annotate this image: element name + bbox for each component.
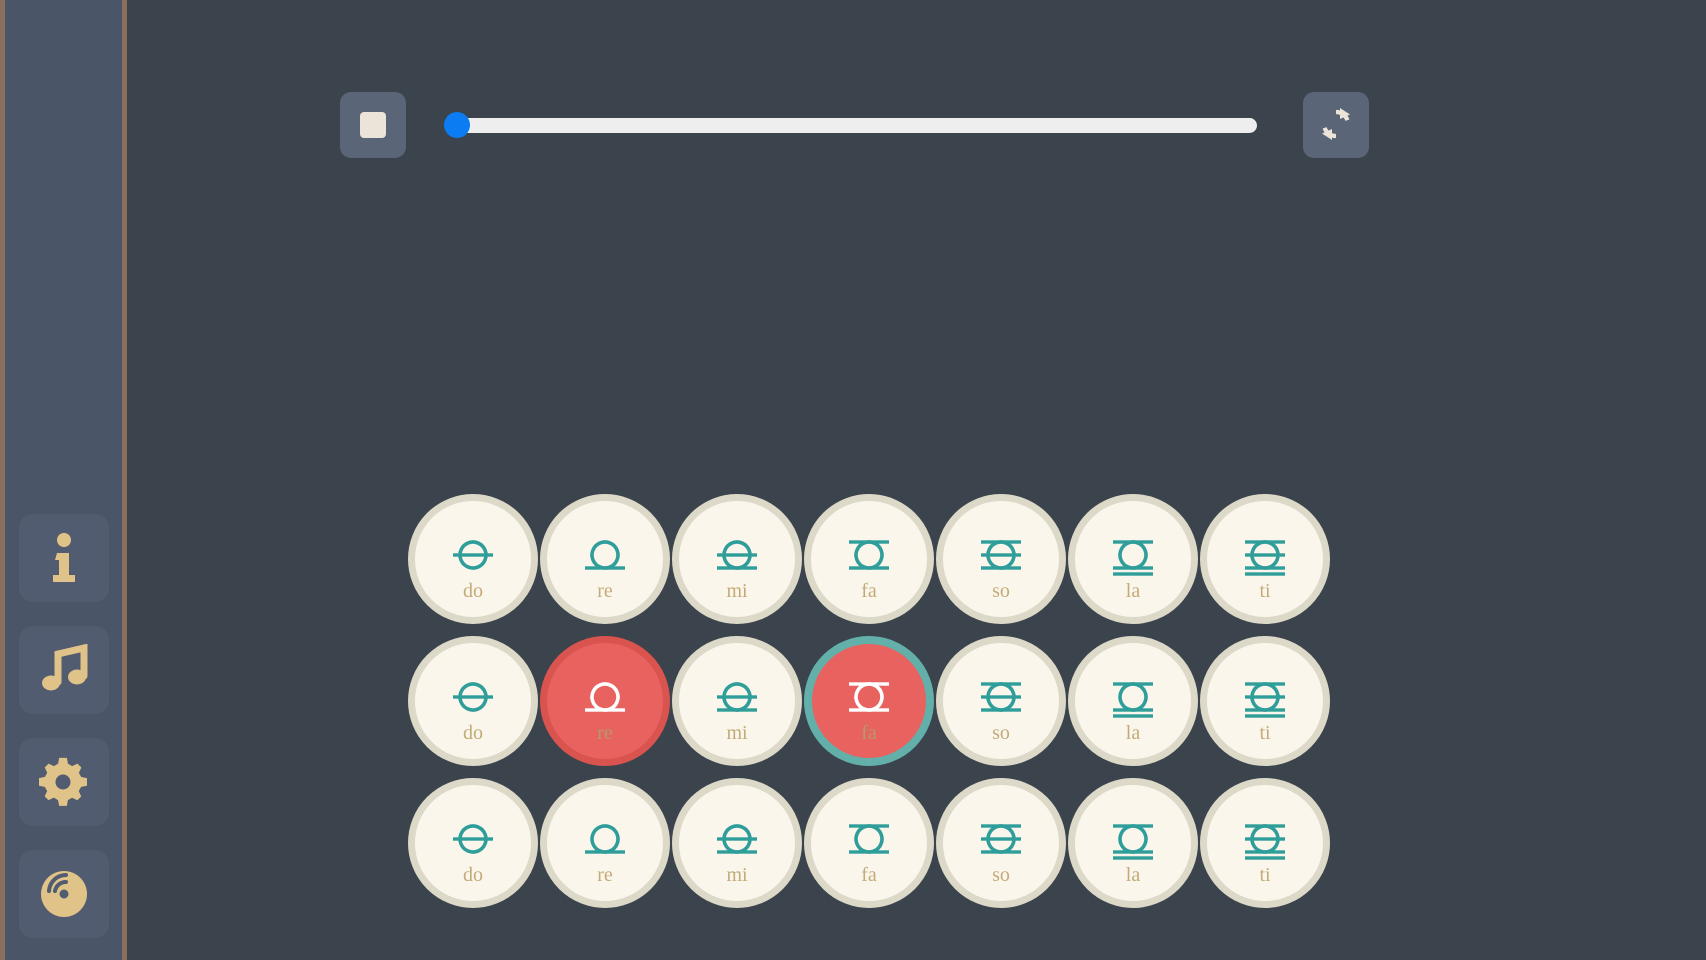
tempo-slider[interactable] <box>444 92 1257 158</box>
note-button-octave-high-do[interactable]: do <box>408 778 538 908</box>
toolbar <box>127 92 1706 162</box>
music-note-icon <box>38 644 90 696</box>
note-button-octave-high-mi[interactable]: mi <box>672 778 802 908</box>
note-label: do <box>463 863 483 886</box>
note-label: mi <box>726 579 748 602</box>
note-glyph-ti-icon <box>1234 666 1296 728</box>
note-row-octave-high: do re mi fa so la ti <box>408 778 1330 908</box>
sidebar-item-music[interactable] <box>18 626 109 714</box>
note-label: la <box>1125 579 1141 602</box>
note-label: la <box>1125 863 1141 886</box>
note-glyph-mi-icon <box>706 808 768 870</box>
note-row-octave-low: do re mi fa so la ti <box>408 494 1330 624</box>
gear-icon <box>38 757 89 807</box>
note-glyph-do-icon <box>442 524 504 586</box>
note-label: do <box>463 579 483 602</box>
sidebar-item-info[interactable] <box>18 514 109 602</box>
note-button-octave-mid-la[interactable]: la <box>1068 636 1198 766</box>
note-label: so <box>992 721 1010 744</box>
note-label: so <box>992 579 1010 602</box>
info-icon <box>41 532 87 584</box>
note-label: ti <box>1259 579 1271 602</box>
note-button-octave-low-mi[interactable]: mi <box>672 494 802 624</box>
note-glyph-la-icon <box>1102 808 1164 870</box>
note-label: ti <box>1259 721 1271 744</box>
note-glyph-ti-icon <box>1234 808 1296 870</box>
note-button-octave-high-fa[interactable]: fa <box>804 778 934 908</box>
slider-thumb[interactable] <box>444 112 470 138</box>
note-button-octave-low-so[interactable]: so <box>936 494 1066 624</box>
note-glyph-re-icon <box>574 808 636 870</box>
note-glyph-re-icon <box>574 666 636 728</box>
sidebar-item-record[interactable] <box>18 850 109 938</box>
note-button-octave-mid-ti[interactable]: ti <box>1200 636 1330 766</box>
note-label: ti <box>1259 863 1271 886</box>
note-glyph-fa-icon <box>838 666 900 728</box>
note-glyph-mi-icon <box>706 524 768 586</box>
note-glyph-fa-icon <box>838 524 900 586</box>
note-label: mi <box>726 721 748 744</box>
note-label: fa <box>861 863 877 886</box>
note-glyph-la-icon <box>1102 666 1164 728</box>
note-glyph-la-icon <box>1102 524 1164 586</box>
note-button-octave-high-la[interactable]: la <box>1068 778 1198 908</box>
note-label: la <box>1125 721 1141 744</box>
note-button-octave-high-so[interactable]: so <box>936 778 1066 908</box>
note-glyph-so-icon <box>970 524 1032 586</box>
note-row-octave-mid: do re mi fa so la ti <box>408 636 1330 766</box>
note-button-octave-mid-re[interactable]: re <box>540 636 670 766</box>
note-label: so <box>992 863 1010 886</box>
note-button-octave-low-la[interactable]: la <box>1068 494 1198 624</box>
refresh-icon <box>1318 106 1354 145</box>
note-button-octave-mid-do[interactable]: do <box>408 636 538 766</box>
stop-button[interactable] <box>340 92 406 158</box>
note-label: fa <box>861 579 877 602</box>
refresh-button[interactable] <box>1303 92 1369 158</box>
note-button-octave-mid-mi[interactable]: mi <box>672 636 802 766</box>
note-button-octave-low-fa[interactable]: fa <box>804 494 934 624</box>
note-grid: do re mi fa so la ti do re mi fa so la ti do re mi fa so la… <box>408 494 1330 908</box>
sidebar-item-settings[interactable] <box>18 738 109 826</box>
note-glyph-do-icon <box>442 666 504 728</box>
slider-track[interactable] <box>444 112 1257 138</box>
note-glyph-re-icon <box>574 524 636 586</box>
note-label: re <box>597 863 613 886</box>
note-button-octave-low-do[interactable]: do <box>408 494 538 624</box>
note-label: re <box>597 721 613 744</box>
sidebar <box>0 0 127 960</box>
vinyl-record-icon <box>39 869 89 919</box>
note-glyph-so-icon <box>970 666 1032 728</box>
note-glyph-do-icon <box>442 808 504 870</box>
note-glyph-mi-icon <box>706 666 768 728</box>
note-button-octave-low-ti[interactable]: ti <box>1200 494 1330 624</box>
note-button-octave-high-ti[interactable]: ti <box>1200 778 1330 908</box>
stop-square-icon <box>360 112 386 138</box>
note-label: fa <box>861 721 877 744</box>
note-button-octave-mid-fa[interactable]: fa <box>804 636 934 766</box>
note-button-octave-mid-so[interactable]: so <box>936 636 1066 766</box>
note-glyph-fa-icon <box>838 808 900 870</box>
note-button-octave-high-re[interactable]: re <box>540 778 670 908</box>
note-glyph-so-icon <box>970 808 1032 870</box>
note-label: do <box>463 721 483 744</box>
note-button-octave-low-re[interactable]: re <box>540 494 670 624</box>
note-label: re <box>597 579 613 602</box>
note-label: mi <box>726 863 748 886</box>
note-glyph-ti-icon <box>1234 524 1296 586</box>
